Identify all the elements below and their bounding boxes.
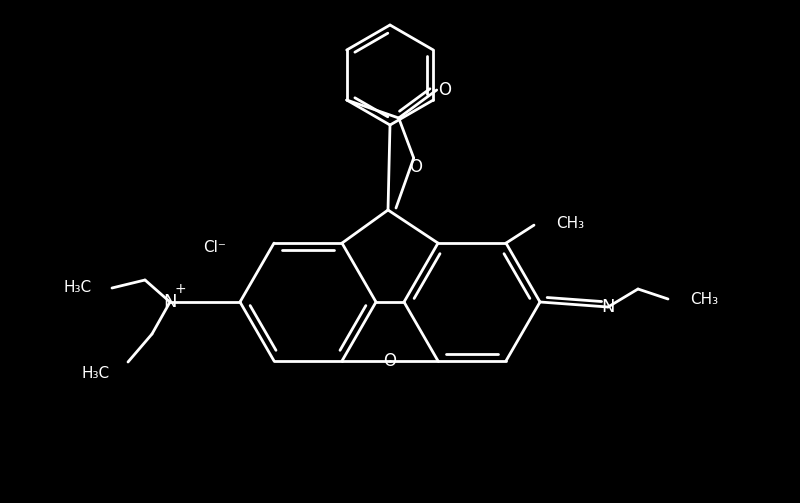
Text: O: O <box>409 158 422 176</box>
Text: N: N <box>602 298 614 316</box>
Text: H₃C: H₃C <box>82 367 110 381</box>
Text: O: O <box>383 352 397 370</box>
Text: O: O <box>438 81 451 99</box>
Text: CH₃: CH₃ <box>556 216 584 230</box>
Text: Cl⁻: Cl⁻ <box>203 239 226 255</box>
Text: +: + <box>174 282 186 296</box>
Text: N: N <box>163 293 177 311</box>
Text: H₃C: H₃C <box>64 281 92 295</box>
Text: CH₃: CH₃ <box>690 292 718 306</box>
